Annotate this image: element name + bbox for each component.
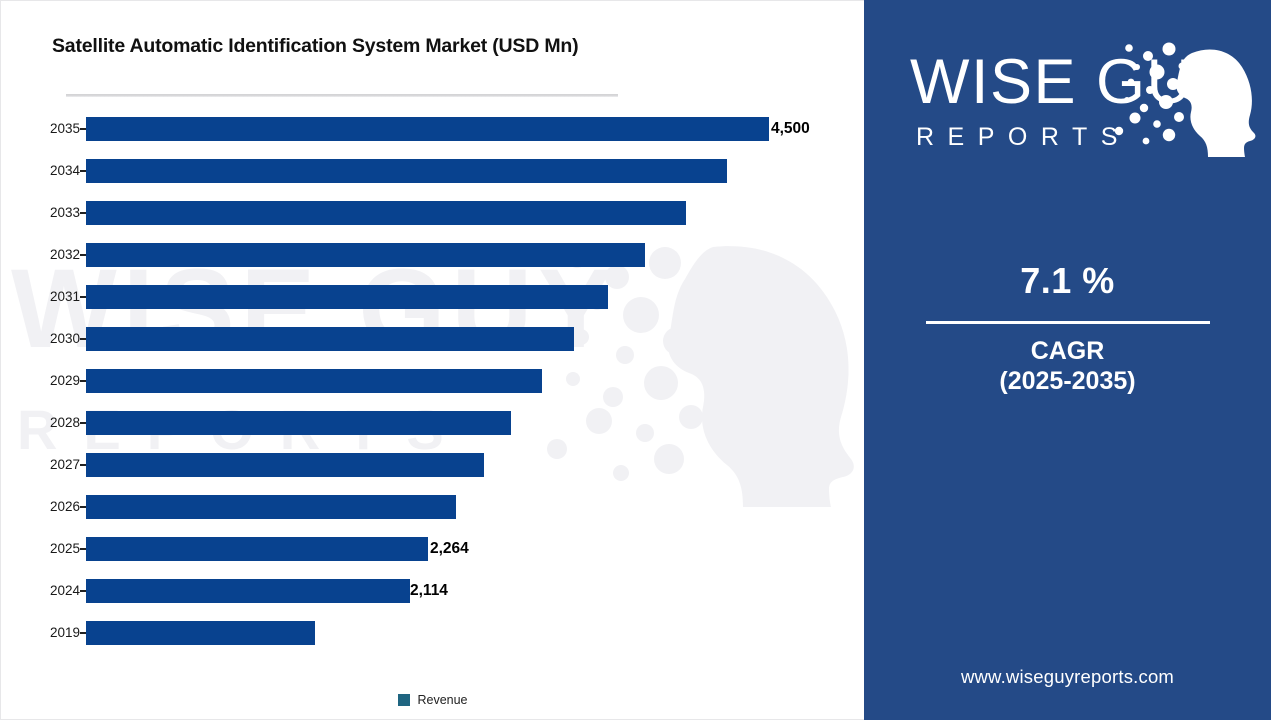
bar-2026[interactable] xyxy=(86,495,456,519)
bar-2032[interactable] xyxy=(86,243,645,267)
y-axis-tick xyxy=(80,380,86,382)
y-axis-tick xyxy=(80,338,86,340)
chart-row: 2026 xyxy=(1,495,864,519)
y-axis-tick xyxy=(80,464,86,466)
bar-chart-plot: 2035 4,500 2034 2033 2032 xyxy=(1,1,864,719)
bar-2034[interactable] xyxy=(86,159,727,183)
y-axis-label: 2024 xyxy=(49,583,80,598)
y-axis-label: 2033 xyxy=(49,205,80,220)
chart-row: 2024 2,114 xyxy=(1,579,864,603)
chart-panel: Satellite Automatic Identification Syste… xyxy=(0,0,864,720)
y-axis-tick xyxy=(80,170,86,172)
website-url[interactable]: www.wiseguyreports.com xyxy=(960,666,1175,687)
bar-value-label: 2,114 xyxy=(410,582,448,599)
y-axis-label: 2035 xyxy=(49,121,80,136)
y-axis-tick xyxy=(80,254,86,256)
y-axis-label: 2032 xyxy=(49,247,80,262)
legend-swatch-revenue xyxy=(398,694,411,706)
y-axis-label: 2030 xyxy=(49,331,80,346)
bar-2033[interactable] xyxy=(86,201,686,225)
cagr-divider xyxy=(925,321,1210,324)
title-divider xyxy=(66,94,618,97)
chart-row: 2019 xyxy=(1,621,864,645)
y-axis-label: 2031 xyxy=(49,289,80,304)
chart-row: 2025 2,264 xyxy=(1,537,864,561)
chart-row: 2033 xyxy=(1,201,864,225)
svg-text:REPORTS: REPORTS xyxy=(916,123,1131,151)
y-axis-label: 2027 xyxy=(49,457,80,472)
chart-row: 2034 xyxy=(1,159,864,183)
cagr-block: 7.1 % CAGR (2025-2035) xyxy=(864,258,1271,396)
y-axis-tick xyxy=(80,128,86,130)
bar-2031[interactable] xyxy=(86,285,608,309)
cagr-period: (2025-2035) xyxy=(999,366,1136,395)
cagr-value: 7.1 % xyxy=(1020,260,1115,301)
bar-value-label: 2,264 xyxy=(430,540,469,557)
brand-side-panel: WISE GUY REPORTS xyxy=(864,0,1271,720)
y-axis-tick xyxy=(80,632,86,634)
chart-row: 2027 xyxy=(1,453,864,477)
bar-2025[interactable] xyxy=(86,537,428,561)
bar-2028[interactable] xyxy=(86,411,511,435)
y-axis-label: 2026 xyxy=(49,499,80,514)
chart-row: 2028 xyxy=(1,411,864,435)
bar-2030[interactable] xyxy=(86,327,574,351)
y-axis-tick xyxy=(80,590,86,592)
bar-2024[interactable] xyxy=(86,579,410,603)
chart-row: 2031 xyxy=(1,285,864,309)
wiseguy-reports-logo: WISE GUY REPORTS xyxy=(910,39,1258,157)
y-axis-label: 2028 xyxy=(49,415,80,430)
y-axis-label: 2034 xyxy=(49,163,80,178)
y-axis-tick xyxy=(80,506,86,508)
chart-row: 2032 xyxy=(1,243,864,267)
chart-row: 2029 xyxy=(1,369,864,393)
y-axis-label: 2029 xyxy=(49,373,80,388)
chart-row: 2035 4,500 xyxy=(1,117,864,141)
cagr-label: CAGR xyxy=(1030,336,1105,365)
y-axis-tick xyxy=(80,422,86,424)
y-axis-label: 2019 xyxy=(49,625,80,640)
chart-title: Satellite Automatic Identification Syste… xyxy=(52,35,579,57)
bar-2029[interactable] xyxy=(86,369,542,393)
bar-value-label: 4,500 xyxy=(771,120,810,137)
bar-2027[interactable] xyxy=(86,453,484,477)
y-axis-tick xyxy=(80,212,86,214)
y-axis-tick xyxy=(80,548,86,550)
legend-label-revenue: Revenue xyxy=(417,693,468,707)
y-axis-label: 2025 xyxy=(49,541,80,556)
bar-2019[interactable] xyxy=(86,621,315,645)
y-axis-tick xyxy=(80,296,86,298)
bar-2035[interactable] xyxy=(86,117,769,141)
chart-row: 2030 xyxy=(1,327,864,351)
chart-legend: Revenue xyxy=(1,693,864,707)
